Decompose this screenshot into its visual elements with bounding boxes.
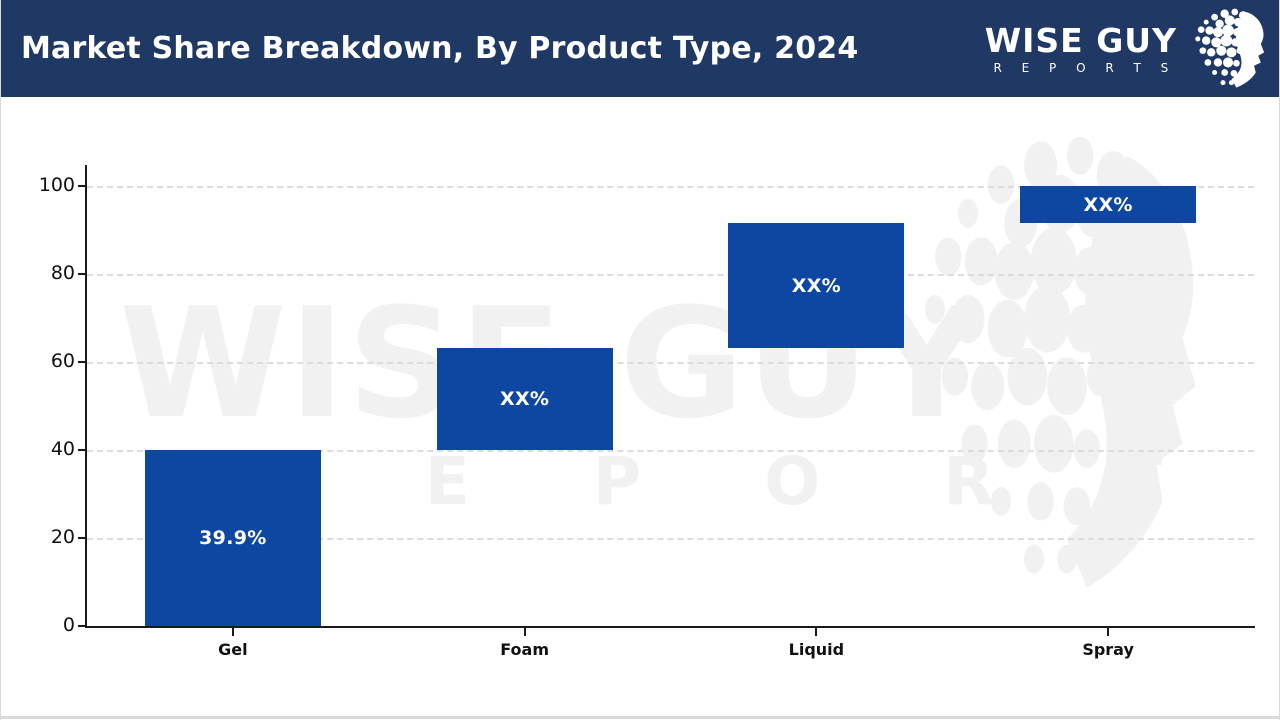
y-tick-mark-60 bbox=[78, 361, 86, 363]
plot: 0 20 40 60 80 100 39.9% Gel XX% Foam XX% Liquid XX% S… bbox=[1, 97, 1279, 720]
wise-guy-logo: WISE GUY R E P O R T S bbox=[985, 6, 1265, 92]
logo-text: WISE GUY R E P O R T S bbox=[984, 21, 1177, 76]
x-tick-mark-foam bbox=[523, 628, 526, 636]
gridline-60 bbox=[87, 362, 1254, 364]
y-tick-label-20: 20 bbox=[50, 526, 75, 548]
x-tick-mark-gel bbox=[231, 628, 234, 636]
y-tick-label-60: 60 bbox=[50, 350, 75, 372]
x-tick-mark-spray bbox=[1107, 628, 1110, 636]
bar-foam: XX% bbox=[436, 348, 613, 451]
gridline-20 bbox=[87, 538, 1254, 540]
x-tick-label-gel: Gel bbox=[218, 640, 248, 659]
logo-head-icon bbox=[1195, 8, 1265, 88]
gridline-80 bbox=[87, 274, 1254, 276]
y-tick-mark-100 bbox=[78, 185, 86, 187]
bar-spray: XX% bbox=[1020, 186, 1197, 224]
gridline-100 bbox=[87, 186, 1254, 188]
y-tick-label-40: 40 bbox=[50, 438, 75, 460]
y-axis-spine bbox=[85, 165, 87, 628]
x-tick-label-foam: Foam bbox=[500, 640, 549, 659]
logo-wise-guy-text: WISE GUY bbox=[984, 21, 1177, 60]
x-axis-spine bbox=[85, 626, 1255, 628]
y-tick-label-100: 100 bbox=[38, 174, 75, 196]
x-tick-label-spray: Spray bbox=[1082, 640, 1134, 659]
y-tick-mark-80 bbox=[78, 273, 86, 275]
chart-title: Market Share Breakdown, By Product Type,… bbox=[21, 31, 859, 66]
y-tick-mark-20 bbox=[78, 537, 86, 539]
bar-label-spray: XX% bbox=[1083, 193, 1133, 216]
logo-reports-text: R E P O R T S bbox=[993, 61, 1177, 75]
bar-label-gel: 39.9% bbox=[199, 527, 267, 550]
y-tick-mark-0 bbox=[78, 625, 86, 627]
chart-area: WISE GUY R E P O R T S 0 20 40 60 80 100 bbox=[1, 97, 1279, 720]
bar-liquid: XX% bbox=[728, 223, 905, 349]
bar-gel: 39.9% bbox=[144, 450, 321, 626]
gridline-40 bbox=[87, 450, 1254, 452]
x-tick-label-liquid: Liquid bbox=[788, 640, 845, 659]
bar-label-foam: XX% bbox=[500, 388, 550, 411]
y-tick-mark-40 bbox=[78, 449, 86, 451]
page-bottom-border bbox=[1, 716, 1279, 719]
x-tick-mark-liquid bbox=[815, 628, 818, 636]
y-tick-label-0: 0 bbox=[62, 614, 75, 636]
bar-label-liquid: XX% bbox=[791, 274, 841, 297]
y-tick-label-80: 80 bbox=[50, 262, 75, 284]
header-bar: Market Share Breakdown, By Product Type,… bbox=[1, 0, 1279, 97]
watermark-head-icon bbox=[925, 136, 1196, 588]
